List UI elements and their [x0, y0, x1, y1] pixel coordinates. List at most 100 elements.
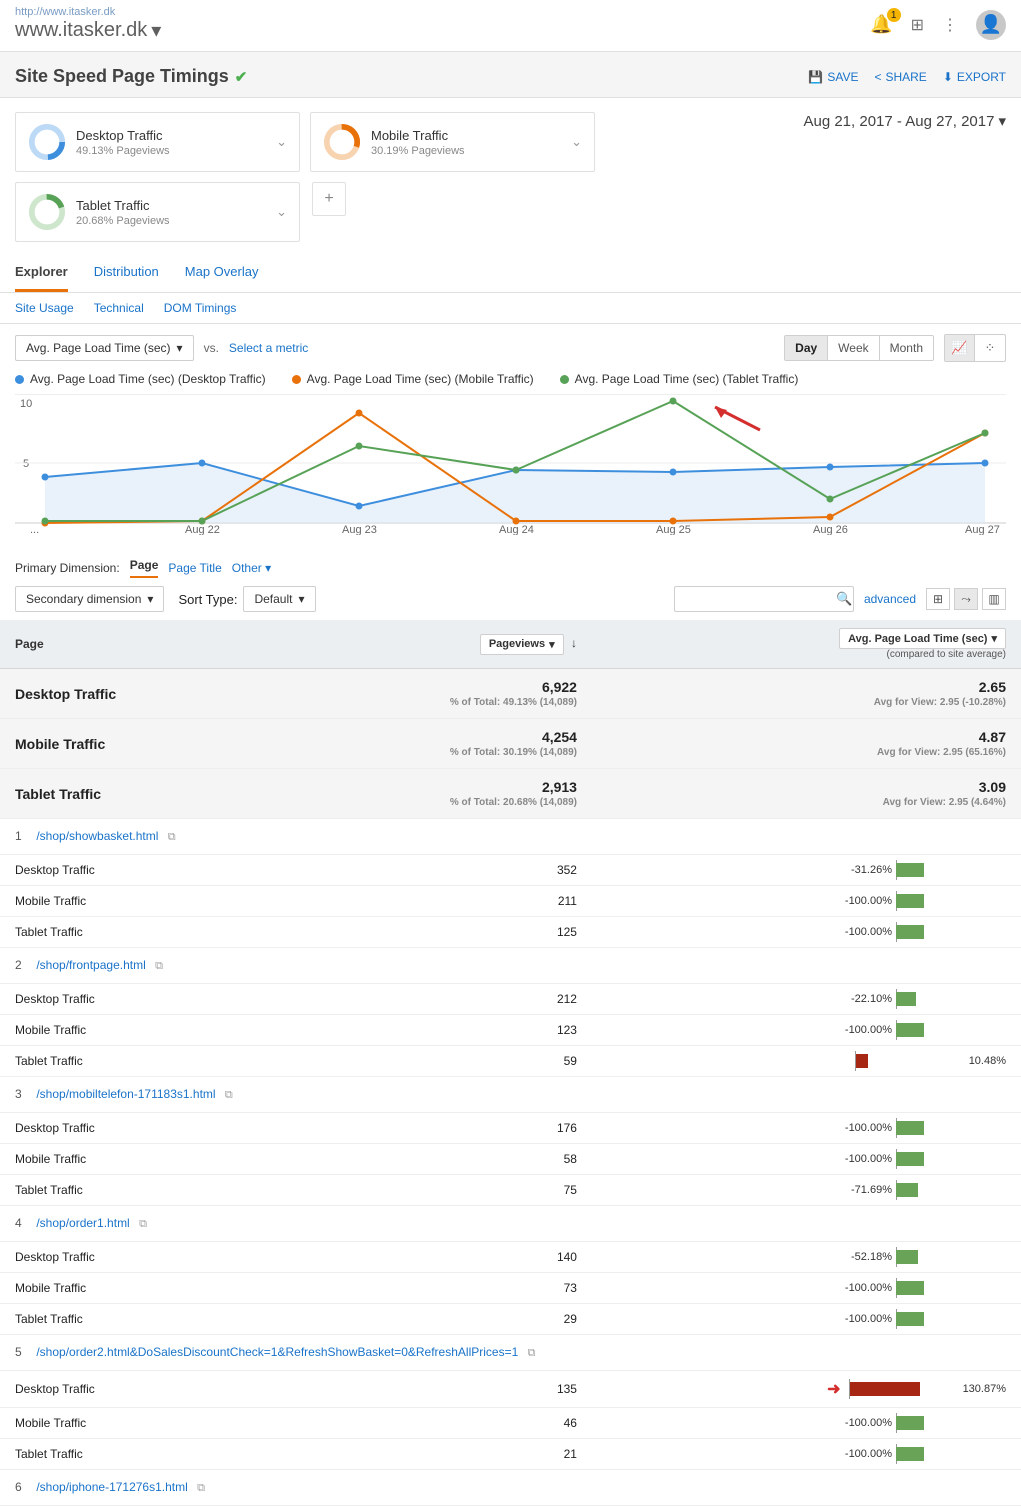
chart-legend: Avg. Page Load Time (sec) (Desktop Traff… — [0, 372, 1021, 394]
table-row[interactable]: Desktop Traffic 176 -100.00% — [0, 1113, 1021, 1144]
advanced-link[interactable]: advanced — [864, 592, 916, 606]
topbar-left: http://www.itasker.dk www.itasker.dk ▾ — [15, 6, 161, 43]
tab-technical[interactable]: Technical — [94, 301, 144, 315]
col-header-avg-load[interactable]: Avg. Page Load Time (sec) ▾ (compared to… — [592, 620, 1021, 669]
table-row[interactable]: Mobile Traffic 123 -100.00% — [0, 1015, 1021, 1046]
external-link-icon[interactable]: ⧉ — [155, 960, 163, 972]
svg-text:Aug 27: Aug 27 — [965, 524, 1000, 535]
table-row[interactable]: Desktop Traffic 140 -52.18% — [0, 1242, 1021, 1273]
period-month[interactable]: Month — [880, 336, 933, 360]
view-bars-icon[interactable]: ▥ — [982, 588, 1006, 610]
table-row[interactable]: Tablet Traffic 125 -100.00% — [0, 917, 1021, 948]
chevron-down-icon: ▾ — [998, 112, 1006, 130]
cards-daterange-row: Desktop Traffic 49.13% Pageviews ⌄ Mobil… — [0, 98, 1021, 248]
table-row[interactable]: Mobile Traffic 73 -100.00% — [0, 1273, 1021, 1304]
table-search-box[interactable]: 🔍 — [674, 586, 854, 612]
table-search-input[interactable] — [681, 592, 836, 606]
metric-card-desktop[interactable]: Desktop Traffic 49.13% Pageviews ⌄ — [15, 112, 300, 172]
metric-card-mobile[interactable]: Mobile Traffic 30.19% Pageviews ⌄ — [310, 112, 595, 172]
table-row-page-1[interactable]: 1 /shop/showbasket.html ⧉ — [0, 819, 1021, 855]
mobile-traffic-donut-icon — [323, 123, 361, 161]
external-link-icon[interactable]: ⧉ — [528, 1347, 536, 1359]
property-selector[interactable]: www.itasker.dk ▾ — [15, 18, 161, 43]
svg-text:...: ... — [30, 524, 39, 535]
notifications-button[interactable]: 🔔 1 — [870, 14, 892, 35]
primary-metric-dropdown[interactable]: Avg. Page Load Time (sec) ▾ — [15, 335, 194, 361]
tab-site-usage[interactable]: Site Usage — [15, 301, 74, 315]
table-row[interactable]: Desktop Traffic 212 -22.10% — [0, 984, 1021, 1015]
table-row-summary-mobile[interactable]: Mobile Traffic 4,254 % of Total: 30.19% … — [0, 719, 1021, 769]
external-link-icon[interactable]: ⧉ — [139, 1218, 147, 1230]
view-grid-icon[interactable]: ⊞ — [926, 588, 950, 610]
tab-explorer[interactable]: Explorer — [15, 264, 68, 292]
table-row-page-4[interactable]: 4 /shop/order1.html ⧉ — [0, 1206, 1021, 1242]
table-row[interactable]: Tablet Traffic 21 -100.00% — [0, 1439, 1021, 1470]
chevron-down-icon[interactable]: ⌄ — [571, 134, 582, 150]
tab-distribution[interactable]: Distribution — [94, 264, 159, 292]
period-week[interactable]: Week — [828, 336, 879, 360]
scatter-chart-mode-icon[interactable]: ⁘ — [975, 335, 1005, 361]
verified-icon: ✔ — [235, 68, 248, 86]
more-options-icon[interactable]: ⋮ — [942, 15, 958, 35]
tab-map-overlay[interactable]: Map Overlay — [185, 264, 259, 292]
period-toggle: Day Week Month — [784, 335, 934, 361]
tablet-traffic-donut-icon — [28, 193, 66, 231]
dimension-page-title[interactable]: Page Title — [168, 561, 221, 575]
export-icon: ⬇ — [943, 70, 953, 84]
chevron-down-icon[interactable]: ⌄ — [276, 134, 287, 150]
site-speed-table[interactable]: Page Pageviews ▾ ↓ Avg. Page Load Time (… — [0, 620, 1021, 1506]
table-row-page-3[interactable]: 3 /shop/mobiltelefon-171183s1.html ⧉ — [0, 1077, 1021, 1113]
dimension-other[interactable]: Other ▾ — [232, 561, 271, 575]
secondary-dimension-dropdown[interactable]: Secondary dimension ▾ — [15, 586, 164, 612]
add-metric-card-button[interactable]: + — [312, 182, 346, 216]
sort-type-dropdown[interactable]: Default ▾ — [243, 586, 315, 612]
table-row-summary-desktop[interactable]: Desktop Traffic 6,922 % of Total: 49.13%… — [0, 669, 1021, 719]
highlight-arrow-icon: ➜ — [827, 1379, 840, 1399]
dimension-page[interactable]: Page — [130, 558, 159, 578]
table-row[interactable]: Tablet Traffic 75 -71.69% — [0, 1175, 1021, 1206]
legend-item-tablet[interactable]: Avg. Page Load Time (sec) (Tablet Traffi… — [560, 372, 799, 386]
tab-dom-timings[interactable]: DOM Timings — [164, 301, 237, 315]
date-range-selector[interactable]: Aug 21, 2017 - Aug 27, 2017 ▾ — [803, 112, 1006, 130]
save-button[interactable]: 💾 SAVE — [808, 70, 858, 84]
table-row[interactable]: Mobile Traffic 211 -100.00% — [0, 886, 1021, 917]
col-header-pageviews[interactable]: Pageviews ▾ ↓ — [269, 620, 592, 669]
share-button[interactable]: < SHARE — [874, 70, 926, 84]
line-chart: 10 5 — [0, 394, 1021, 548]
export-button[interactable]: ⬇ EXPORT — [943, 70, 1006, 84]
metric-title-tablet: Tablet Traffic — [76, 198, 170, 213]
table-row[interactable]: Mobile Traffic 58 -100.00% — [0, 1144, 1021, 1175]
period-day[interactable]: Day — [785, 336, 828, 360]
svg-text:Aug 26: Aug 26 — [813, 524, 848, 535]
table-row-page-6[interactable]: 6 /shop/iphone-171276s1.html ⧉ — [0, 1470, 1021, 1506]
legend-item-desktop[interactable]: Avg. Page Load Time (sec) (Desktop Traff… — [15, 372, 266, 386]
table-row[interactable]: Tablet Traffic 59 10.48% — [0, 1046, 1021, 1077]
site-url: http://www.itasker.dk — [15, 6, 161, 18]
table-row[interactable]: Desktop Traffic 135 ➜ 130.87% — [0, 1371, 1021, 1408]
metric-sub-tablet: 20.68% Pageviews — [76, 215, 170, 227]
metric-card-tablet[interactable]: Tablet Traffic 20.68% Pageviews ⌄ — [15, 182, 300, 242]
search-icon[interactable]: 🔍 — [836, 591, 852, 607]
page-title: Site Speed Page Timings ✔ — [15, 66, 247, 87]
table-row[interactable]: Tablet Traffic 29 -100.00% — [0, 1304, 1021, 1335]
apps-grid-icon[interactable]: ⊞ — [911, 15, 924, 35]
table-row-page-2[interactable]: 2 /shop/frontpage.html ⧉ — [0, 948, 1021, 984]
view-percent-icon[interactable]: ⤳ — [954, 588, 978, 610]
table-row-summary-tablet[interactable]: Tablet Traffic 2,913 % of Total: 20.68% … — [0, 769, 1021, 819]
table-row-page-5[interactable]: 5 /shop/order2.html&DoSalesDiscountCheck… — [0, 1335, 1021, 1371]
legend-item-mobile[interactable]: Avg. Page Load Time (sec) (Mobile Traffi… — [292, 372, 534, 386]
avatar[interactable]: 👤 — [976, 10, 1006, 40]
table-row[interactable]: Desktop Traffic 352 -31.26% — [0, 855, 1021, 886]
line-chart-mode-icon[interactable]: 📈 — [945, 335, 975, 361]
select-metric-link[interactable]: Select a metric — [229, 341, 308, 355]
external-link-icon[interactable]: ⧉ — [225, 1089, 233, 1101]
topbar: http://www.itasker.dk www.itasker.dk ▾ 🔔… — [0, 0, 1021, 52]
sort-desc-icon[interactable]: ↓ — [571, 636, 577, 650]
notification-count-badge: 1 — [887, 8, 901, 22]
external-link-icon[interactable]: ⧉ — [168, 831, 176, 843]
metric-title-desktop: Desktop Traffic — [76, 128, 170, 143]
table-row[interactable]: Mobile Traffic 46 -100.00% — [0, 1408, 1021, 1439]
table-controls-row2: Secondary dimension ▾ Sort Type: Default… — [0, 578, 1021, 620]
chevron-down-icon[interactable]: ⌄ — [276, 204, 287, 220]
external-link-icon[interactable]: ⧉ — [197, 1482, 205, 1494]
